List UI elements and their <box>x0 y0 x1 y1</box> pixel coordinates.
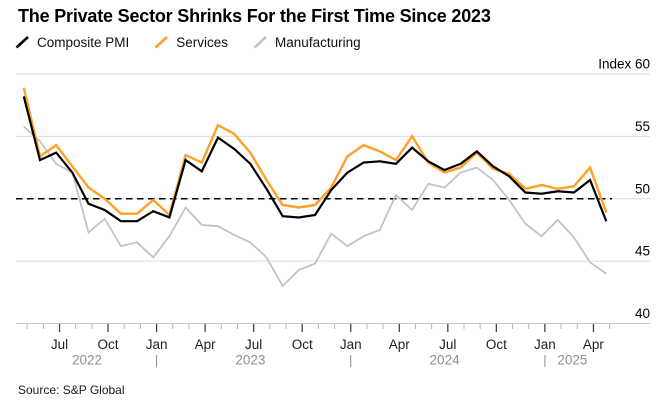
x-axis-month-label: Apr <box>195 337 217 352</box>
legend-item-manufacturing: Manufacturing <box>253 35 361 50</box>
services-line <box>22 87 608 218</box>
x-axis-month-label: Oct <box>486 337 507 352</box>
y-axis-label: 45 <box>635 244 650 259</box>
x-axis-month-label: Jul <box>245 337 262 352</box>
legend: Composite PMI Services Manufacturing <box>15 35 361 50</box>
y-axis-label: 55 <box>635 119 650 134</box>
x-axis-year-label: 2022 <box>72 353 102 368</box>
line-swatch-icon <box>154 36 169 49</box>
legend-label: Manufacturing <box>275 35 361 50</box>
x-axis-month-label: Oct <box>292 337 313 352</box>
y-axis-label: 50 <box>635 181 650 196</box>
x-axis-month-label: Apr <box>583 337 605 352</box>
year-separator: | <box>155 353 158 368</box>
source-note: Source: S&P Global <box>18 383 125 397</box>
composite-pmi-line <box>22 96 608 223</box>
x-axis-year-label: 2025 <box>557 353 587 368</box>
x-axis-month-label: Oct <box>98 337 119 352</box>
x-axis-month-label: Jul <box>51 337 68 352</box>
y-axis-label: 40 <box>635 306 650 321</box>
line-swatch-icon <box>15 36 29 49</box>
x-axis-month-label: Apr <box>389 337 411 352</box>
legend-item-services: Services <box>154 35 228 50</box>
y-axis-label: Index 60 <box>598 57 650 72</box>
x-axis-month-label: Jan <box>146 337 168 352</box>
legend-label: Services <box>176 35 229 50</box>
legend-item-composite-pmi: Composite PMI <box>15 35 129 50</box>
x-axis-month-label: Jan <box>534 337 556 352</box>
year-separator: | <box>349 353 352 368</box>
manufacturing-line <box>23 125 607 288</box>
legend-label: Composite PMI <box>37 35 130 50</box>
x-axis-month-label: Jan <box>340 337 362 352</box>
x-axis-year-label: 2024 <box>430 353 461 368</box>
line-swatch-icon <box>253 36 267 49</box>
chart-title: The Private Sector Shrinks For the First… <box>18 6 491 26</box>
x-axis-month-label: Jul <box>439 337 456 352</box>
x-axis-year-label: 2023 <box>235 353 265 368</box>
year-separator: | <box>543 353 546 368</box>
